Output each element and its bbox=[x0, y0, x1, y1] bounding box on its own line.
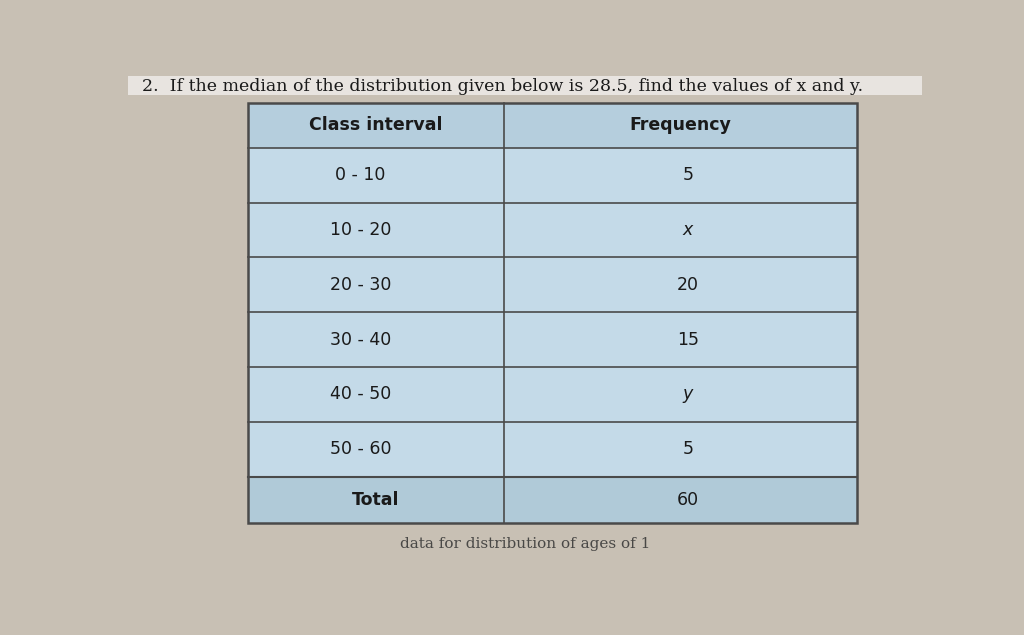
Bar bbox=[504, 203, 856, 257]
Bar bbox=[504, 312, 856, 367]
Text: Frequency: Frequency bbox=[629, 116, 731, 135]
Bar bbox=[248, 103, 856, 523]
Text: 30 - 40: 30 - 40 bbox=[330, 331, 391, 349]
Text: 10 - 20: 10 - 20 bbox=[330, 221, 391, 239]
Text: y: y bbox=[683, 385, 693, 403]
Text: 5: 5 bbox=[682, 440, 693, 458]
Text: 60: 60 bbox=[677, 491, 699, 509]
Bar bbox=[504, 148, 856, 203]
Bar bbox=[248, 367, 504, 422]
Text: data for distribution of ages of 1: data for distribution of ages of 1 bbox=[399, 537, 650, 551]
Bar bbox=[248, 477, 504, 523]
Bar bbox=[504, 103, 856, 148]
Bar bbox=[504, 477, 856, 523]
Bar bbox=[248, 203, 504, 257]
Bar bbox=[248, 422, 504, 477]
Bar bbox=[128, 76, 922, 95]
Bar bbox=[248, 312, 504, 367]
Text: Class interval: Class interval bbox=[309, 116, 442, 135]
Bar bbox=[248, 257, 504, 312]
Text: Total: Total bbox=[352, 491, 399, 509]
Text: 20: 20 bbox=[677, 276, 698, 294]
Bar bbox=[248, 103, 504, 148]
Text: 20 - 30: 20 - 30 bbox=[330, 276, 391, 294]
Text: 15: 15 bbox=[677, 331, 698, 349]
Bar bbox=[504, 257, 856, 312]
Bar bbox=[504, 422, 856, 477]
Bar bbox=[504, 367, 856, 422]
Text: 0 - 10: 0 - 10 bbox=[335, 166, 386, 184]
Text: 50 - 60: 50 - 60 bbox=[330, 440, 391, 458]
Text: 2.  If the median of the distribution given below is 28.5, find the values of x : 2. If the median of the distribution giv… bbox=[142, 79, 863, 95]
Bar bbox=[248, 148, 504, 203]
Text: 40 - 50: 40 - 50 bbox=[330, 385, 391, 403]
Text: x: x bbox=[683, 221, 693, 239]
Text: 5: 5 bbox=[682, 166, 693, 184]
